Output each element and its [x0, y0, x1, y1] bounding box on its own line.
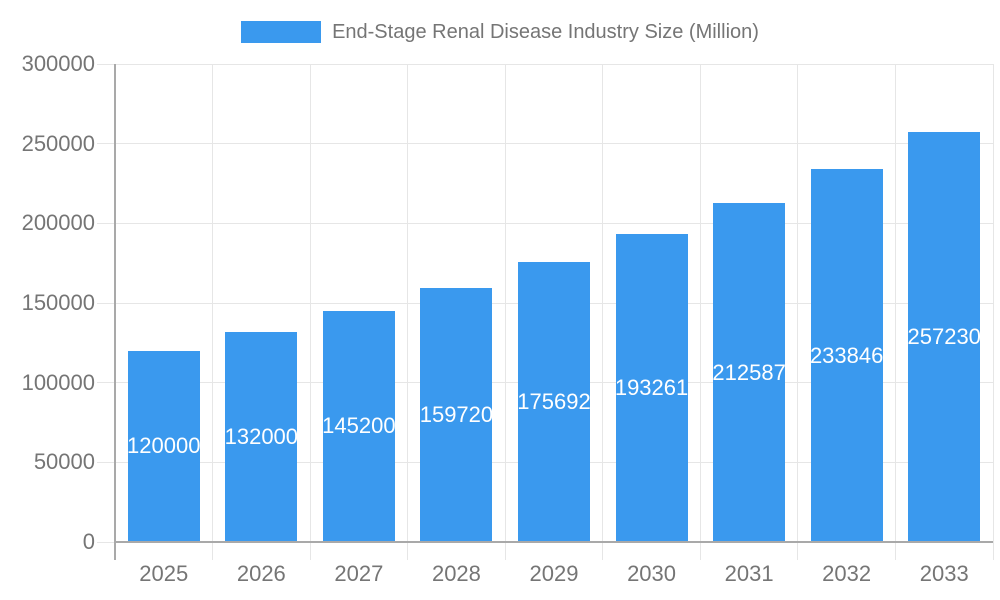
gridline-vertical: [407, 64, 409, 542]
bar-value-label: 175692: [518, 389, 590, 415]
bar: 120000: [127, 350, 200, 542]
bar-value-label: 233846: [810, 342, 883, 368]
bar: 159720: [420, 287, 493, 542]
x-axis-tick-label: 2026: [236, 561, 286, 586]
y-axis-tick-label: 200000: [21, 210, 95, 236]
y-axis-tick-label: 250000: [21, 130, 95, 156]
legend-swatch-icon: [241, 21, 322, 43]
x-axis-tick-label: 2033: [919, 561, 969, 586]
bar: 233846: [810, 169, 883, 542]
x-axis-tick-label: 2027: [334, 561, 384, 586]
gridline-horizontal: [115, 63, 993, 65]
bar: 193261: [615, 234, 688, 542]
x-axis-tick-label: 2025: [139, 561, 189, 586]
bar: 257230: [908, 132, 981, 542]
gridline-vertical: [797, 64, 799, 542]
y-axis-tick: [97, 541, 115, 543]
x-axis-tick: [504, 542, 506, 560]
gridline-horizontal: [115, 222, 993, 224]
plot-area: 120000 132000 145200 159720 175692 193261 2125…: [115, 63, 994, 542]
x-axis-tick: [894, 542, 896, 560]
gridline-vertical: [894, 64, 896, 542]
y-axis-tick-label: 100000: [21, 369, 95, 395]
gridline-horizontal: [115, 143, 993, 145]
x-axis-tick: [992, 542, 994, 560]
y-axis-tick: [97, 143, 115, 145]
gridline-vertical: [699, 64, 701, 542]
bar-value-label: 132000: [225, 423, 298, 449]
x-axis-tick: [212, 542, 214, 560]
legend-item[interactable]: End-Stage Renal Disease Industry Size (M…: [0, 20, 1000, 44]
x-axis-tick-label: 2029: [529, 561, 579, 586]
bar: 175692: [518, 262, 590, 542]
x-axis-line: [114, 541, 993, 543]
bar-value-label: 257230: [908, 324, 981, 350]
bar-value-label: 159720: [420, 401, 493, 427]
x-axis-tick: [602, 542, 604, 560]
gridline-vertical: [212, 64, 214, 542]
bar-value-label: 193261: [615, 375, 688, 401]
bar: 132000: [225, 331, 298, 542]
y-axis-tick: [97, 63, 115, 65]
x-axis-tick-label: 2031: [724, 561, 774, 586]
x-axis-tick: [309, 542, 311, 560]
bar-value-label: 120000: [127, 433, 200, 459]
x-axis-tick-label: 2028: [431, 561, 481, 586]
x-axis-tick-label: 2032: [822, 561, 872, 586]
x-axis-tick: [699, 542, 701, 560]
y-axis-tick: [97, 461, 115, 463]
gridline-vertical: [309, 64, 311, 542]
y-axis-tick: [97, 302, 115, 304]
gridline-vertical: [602, 64, 604, 542]
y-axis-tick-label: 150000: [21, 290, 95, 315]
y-axis-tick: [97, 382, 115, 384]
y-axis-tick-label: 0: [82, 529, 95, 554]
bar-value-label: 212587: [713, 359, 786, 385]
bar-value-label: 145200: [322, 413, 395, 439]
bar: 145200: [322, 310, 395, 542]
x-axis-tick: [407, 542, 409, 560]
legend-label: End-Stage Renal Disease Industry Size (M…: [332, 20, 759, 43]
y-axis-tick-label: 50000: [33, 449, 95, 475]
bar: 212587: [713, 203, 786, 542]
y-axis-line: [114, 64, 116, 560]
x-axis-tick-label: 2030: [627, 561, 677, 586]
gridline-vertical: [992, 64, 994, 542]
x-axis-tick: [797, 542, 799, 560]
gridline-vertical: [504, 64, 506, 542]
y-axis-tick: [97, 222, 115, 224]
y-axis-tick-label: 300000: [21, 51, 95, 76]
